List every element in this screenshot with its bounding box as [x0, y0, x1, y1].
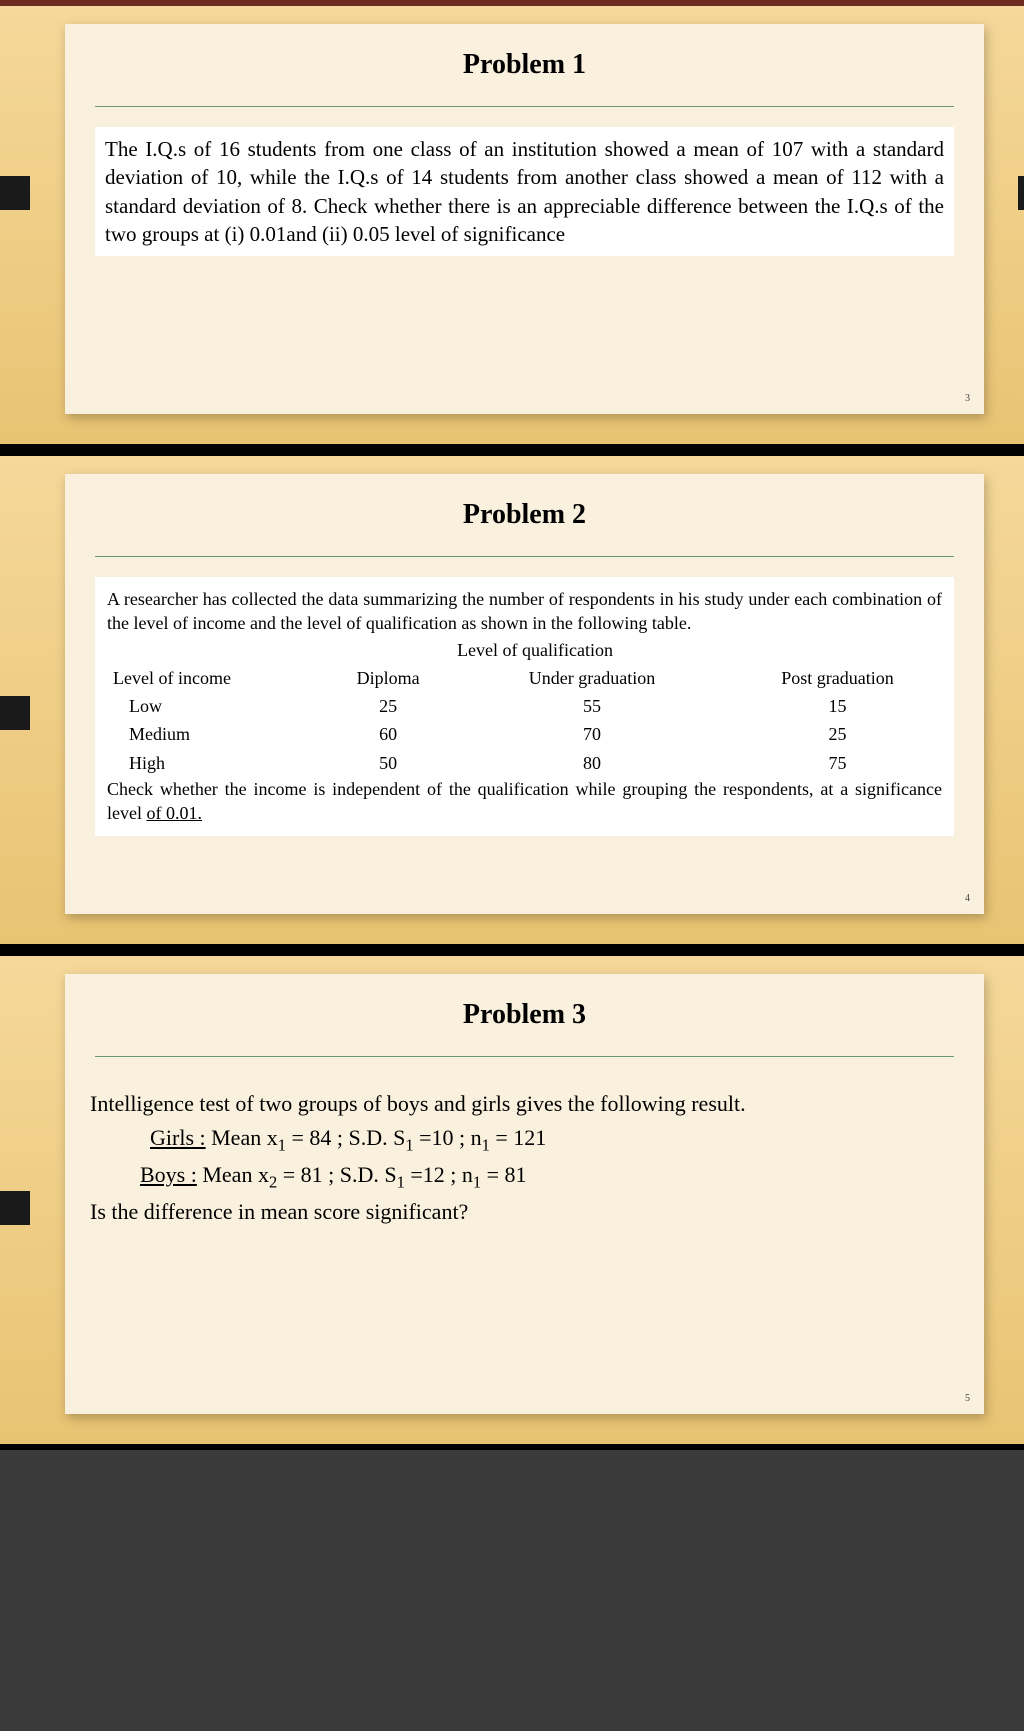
problem-2-body: A researcher has collected the data summ…	[95, 577, 954, 836]
eq-part: Mean x	[197, 1162, 269, 1187]
girls-line: Girls : Mean x1 = 84 ; S.D. S1 =10 ; n1 …	[90, 1121, 959, 1158]
cell: 25	[733, 720, 942, 748]
divider	[95, 106, 954, 107]
subscript: 1	[473, 1172, 481, 1191]
eq-part: = 84 ; S.D. S	[286, 1125, 405, 1150]
eq-part: =10 ; n	[414, 1125, 482, 1150]
girls-label: Girls :	[150, 1125, 206, 1150]
subscript: 1	[405, 1135, 413, 1154]
eq-part: = 81 ; S.D. S	[277, 1162, 396, 1187]
slide-inner: Problem 3 Intelligence test of two group…	[65, 974, 984, 1414]
eq-part: Mean x	[206, 1125, 278, 1150]
line-1: Intelligence test of two groups of boys …	[90, 1087, 959, 1121]
subscript: 1	[482, 1135, 490, 1154]
cell: 50	[325, 749, 451, 777]
table-super-header: Level of qualification	[451, 636, 733, 664]
cell: 15	[733, 692, 942, 720]
row-header-label: Level of income	[107, 664, 325, 692]
problem-2-intro: A researcher has collected the data summ…	[107, 587, 942, 636]
slide-3: Problem 3 Intelligence test of two group…	[0, 950, 1024, 1450]
qualification-table: Level of qualification Level of income D…	[107, 636, 942, 777]
subscript: 1	[397, 1172, 405, 1191]
left-notch	[0, 176, 30, 210]
page-number: 5	[965, 1393, 970, 1404]
subscript: 2	[269, 1172, 277, 1191]
row-label: High	[107, 749, 325, 777]
slide-inner: Problem 1 The I.Q.s of 16 students from …	[65, 24, 984, 414]
page-number: 4	[965, 893, 970, 904]
row-label: Low	[107, 692, 325, 720]
table-row: High 50 80 75	[107, 749, 942, 777]
cell: 70	[451, 720, 733, 748]
footer-text-a: Check whether the income is independent …	[107, 779, 942, 823]
slide-inner: Problem 2 A researcher has collected the…	[65, 474, 984, 914]
eq-part: = 121	[490, 1125, 546, 1150]
slide-title: Problem 3	[65, 974, 984, 1041]
row-label: Medium	[107, 720, 325, 748]
left-notch	[0, 696, 30, 730]
cell: 25	[325, 692, 451, 720]
problem-2-footer: Check whether the income is independent …	[107, 777, 942, 826]
col-header: Post graduation	[733, 664, 942, 692]
boys-line: Boys : Mean x2 = 81 ; S.D. S1 =12 ; n1 =…	[90, 1158, 959, 1195]
page-number: 3	[965, 393, 970, 404]
slide-1: Problem 1 The I.Q.s of 16 students from …	[0, 0, 1024, 450]
boys-label: Boys :	[140, 1162, 197, 1187]
cell: 60	[325, 720, 451, 748]
col-header: Under graduation	[451, 664, 733, 692]
divider	[95, 1056, 954, 1057]
footer-text-b: of 0.01.	[146, 803, 202, 823]
slide-title: Problem 2	[65, 474, 984, 541]
eq-part: =12 ; n	[405, 1162, 473, 1187]
col-header: Diploma	[325, 664, 451, 692]
right-notch	[1018, 176, 1024, 210]
slide-title: Problem 1	[65, 24, 984, 91]
line-4: Is the difference in mean score signific…	[90, 1195, 959, 1229]
cell: 55	[451, 692, 733, 720]
divider	[95, 556, 954, 557]
left-notch	[0, 1191, 30, 1225]
cell: 80	[451, 749, 733, 777]
subscript: 1	[278, 1135, 286, 1154]
problem-3-body: Intelligence test of two groups of boys …	[90, 1087, 959, 1229]
cell: 75	[733, 749, 942, 777]
problem-1-body: The I.Q.s of 16 students from one class …	[95, 127, 954, 256]
slide-2: Problem 2 A researcher has collected the…	[0, 450, 1024, 950]
table-row: Medium 60 70 25	[107, 720, 942, 748]
eq-part: = 81	[481, 1162, 526, 1187]
table-row: Low 25 55 15	[107, 692, 942, 720]
